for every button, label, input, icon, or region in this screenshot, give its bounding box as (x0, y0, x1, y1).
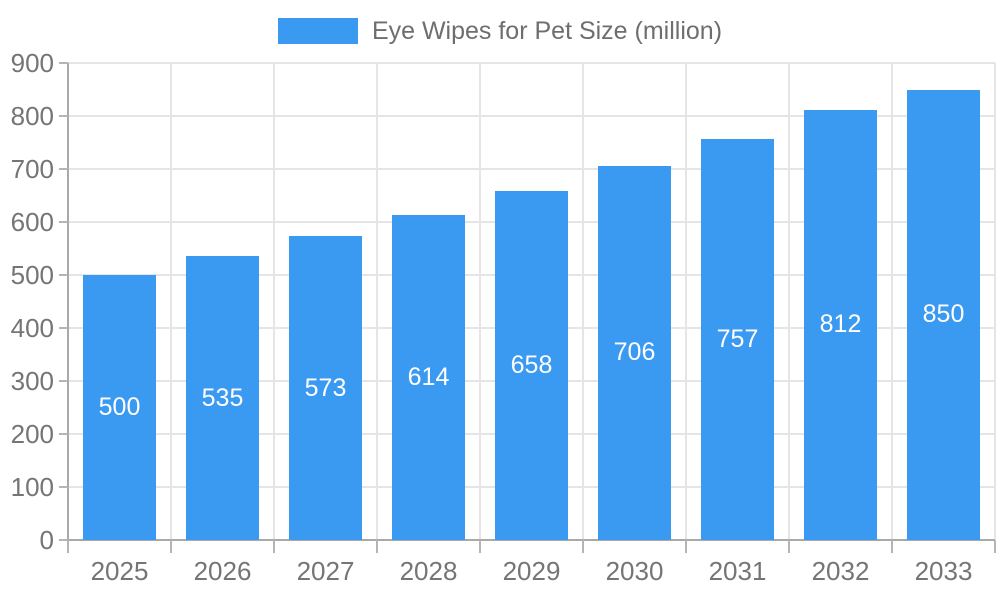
bar-value-label: 658 (510, 351, 553, 380)
gridline-vertical (170, 63, 172, 540)
x-axis-tick (376, 540, 378, 553)
plot-area: 500 535 573 614 658 706 757 812 850 (67, 62, 996, 541)
gridline-horizontal (68, 115, 995, 117)
gridline-vertical (685, 63, 687, 540)
y-axis-tick (59, 221, 68, 223)
bar-2032[interactable]: 812 (804, 109, 877, 540)
bar-2028[interactable]: 614 (392, 214, 465, 540)
x-axis-tick (582, 540, 584, 553)
x-axis-label: 2025 (90, 556, 149, 586)
x-axis-label: 2030 (605, 556, 664, 586)
y-axis-label: 700 (10, 154, 54, 184)
bar-2033[interactable]: 850 (907, 89, 980, 540)
y-axis-line (67, 63, 69, 540)
y-axis-tick (59, 539, 68, 541)
y-axis-label: 200 (10, 419, 54, 449)
legend-label: Eye Wipes for Pet Size (million) (371, 17, 723, 45)
y-axis-tick (59, 115, 68, 117)
y-axis-label: 300 (10, 366, 54, 396)
bar-value-label: 500 (98, 393, 141, 421)
y-axis-tick (59, 327, 68, 329)
gridline-vertical (376, 63, 378, 540)
gridline-horizontal (68, 168, 995, 170)
x-axis-tick (994, 540, 996, 553)
y-axis-label: 0 (39, 525, 54, 555)
y-axis-label: 800 (10, 101, 54, 131)
bar-value-label: 614 (407, 362, 450, 391)
y-axis-tick (59, 433, 68, 435)
bar-value-label: 812 (819, 310, 862, 339)
gridline-horizontal (68, 62, 995, 64)
y-axis-label: 500 (10, 260, 54, 290)
gridline-vertical (479, 63, 481, 540)
gridline-vertical (582, 63, 584, 540)
x-axis-label: 2032 (811, 556, 870, 586)
gridline-vertical (994, 63, 996, 540)
y-axis-label: 900 (10, 48, 54, 78)
y-axis-label: 100 (10, 472, 54, 502)
x-axis-label: 2026 (193, 556, 252, 586)
bar-value-label: 706 (613, 338, 656, 367)
y-axis-tick (59, 62, 68, 64)
y-axis-label: 600 (10, 207, 54, 237)
x-axis-label: 2029 (502, 556, 561, 586)
bar-2030[interactable]: 706 (598, 165, 671, 540)
bar-2025[interactable]: 500 (83, 275, 156, 540)
bar-2026[interactable]: 535 (186, 256, 259, 540)
bar-value-label: 573 (304, 373, 347, 402)
bar-2031[interactable]: 757 (701, 138, 774, 540)
y-axis-label: 400 (10, 313, 54, 343)
bar-2027[interactable]: 573 (289, 236, 362, 540)
x-axis-line (68, 539, 995, 541)
legend-swatch[interactable] (277, 18, 358, 44)
x-axis-tick (273, 540, 275, 553)
gridline-vertical (891, 63, 893, 540)
x-axis-tick (685, 540, 687, 553)
x-axis-tick (67, 540, 69, 553)
gridline-vertical (273, 63, 275, 540)
x-axis-tick (788, 540, 790, 553)
bar-value-label: 757 (716, 324, 759, 353)
gridline-vertical (788, 63, 790, 540)
bar-value-label: 850 (922, 300, 965, 329)
y-axis-tick (59, 486, 68, 488)
x-axis-tick (479, 540, 481, 553)
y-axis-tick (59, 168, 68, 170)
y-axis-tick (59, 274, 68, 276)
x-axis-label: 2027 (296, 556, 355, 586)
x-axis-label: 2028 (399, 556, 458, 586)
x-axis-label: 2031 (708, 556, 767, 586)
x-axis-tick (891, 540, 893, 553)
legend[interactable]: Eye Wipes for Pet Size (million) (0, 16, 1000, 46)
x-axis-label: 2033 (914, 556, 973, 586)
bar-2029[interactable]: 658 (495, 191, 568, 540)
bar-value-label: 535 (201, 383, 244, 412)
y-axis-tick (59, 380, 68, 382)
x-axis-tick (170, 540, 172, 553)
